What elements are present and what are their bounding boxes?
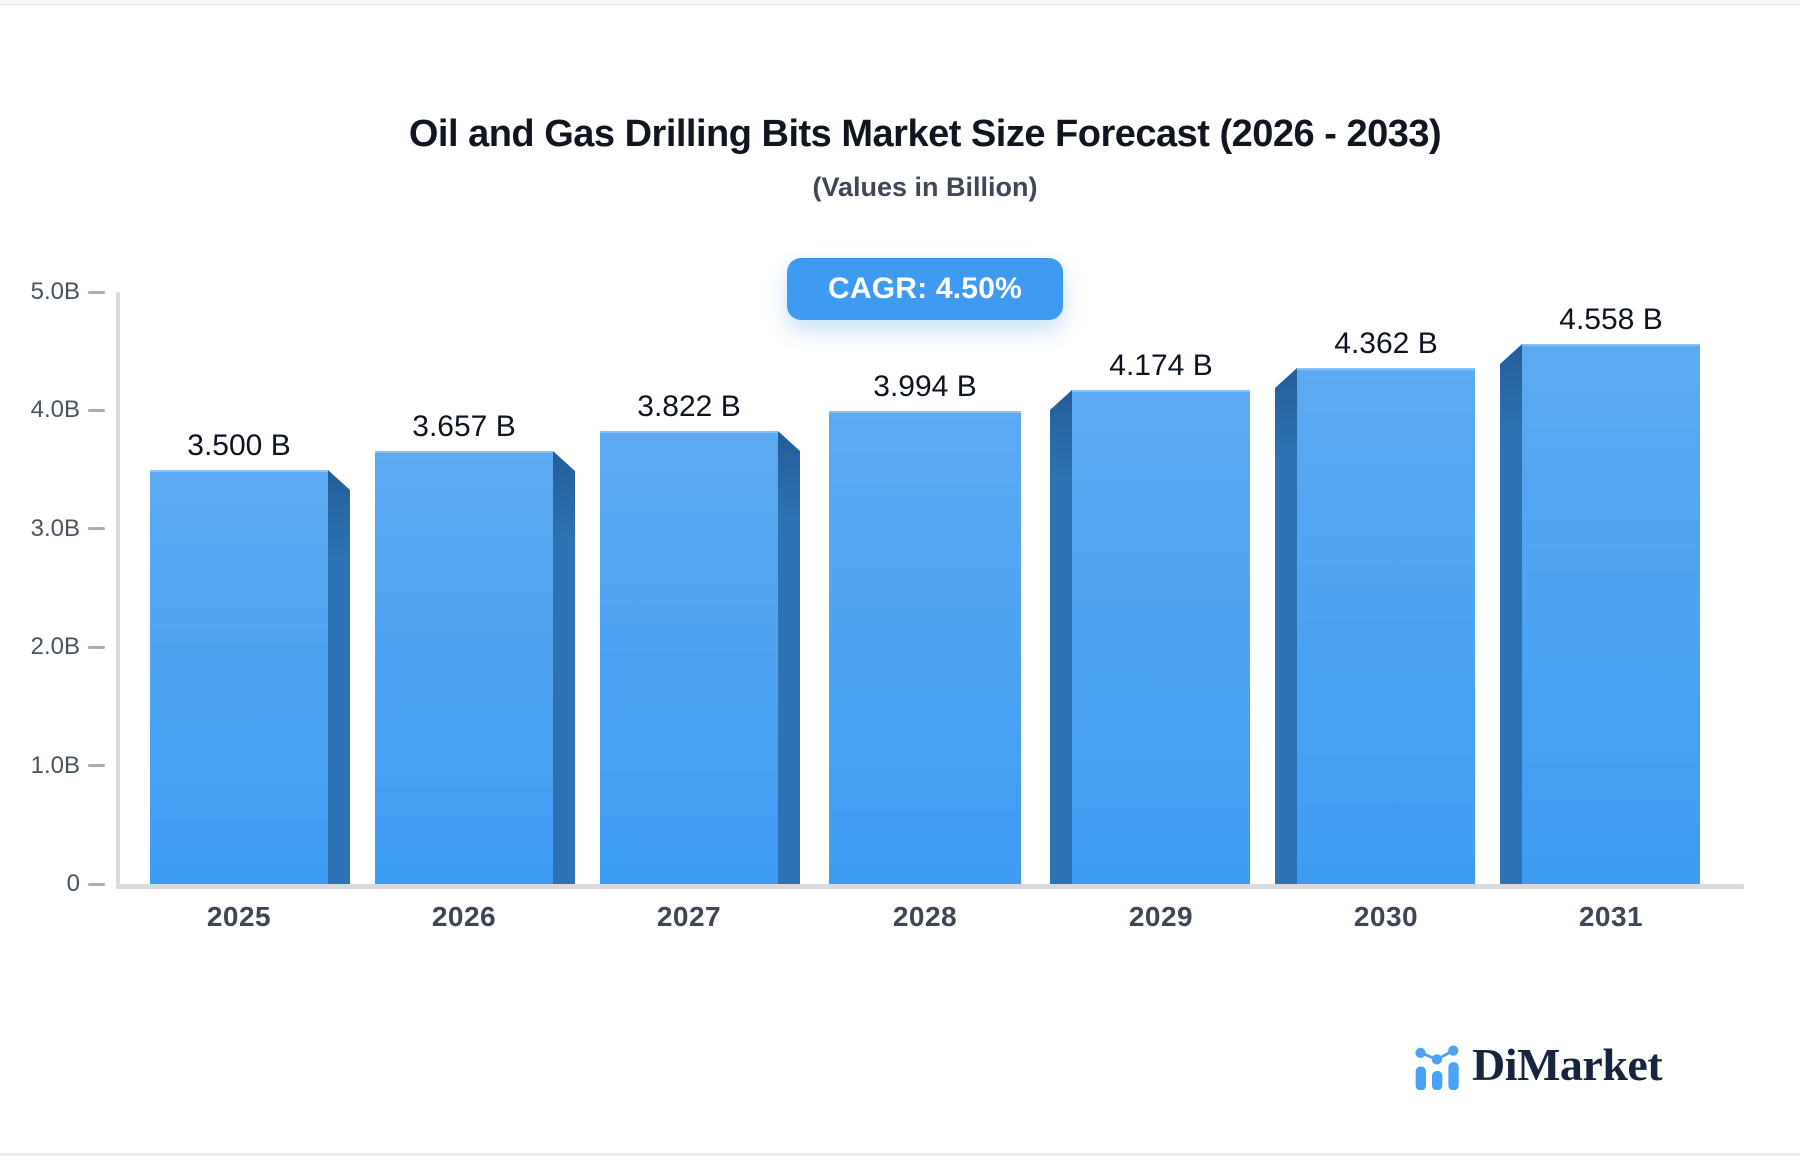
x-tick-label: 2028 [892, 901, 958, 932]
y-tick-dash [88, 408, 105, 412]
bar-face [600, 431, 778, 884]
bar-value-label: 3.994 B [873, 370, 977, 403]
bar-face [375, 451, 553, 884]
y-tick-label: 2.0B [30, 633, 80, 661]
bar-face [150, 470, 328, 884]
mini-bar-chart-icon [1415, 1045, 1459, 1090]
bar-2027: 3.822 B [600, 390, 800, 884]
y-tick-dash [88, 882, 105, 886]
y-tick-dash [88, 290, 105, 294]
y-axis-line [116, 292, 120, 884]
x-tick-label: 2025 [206, 901, 272, 932]
bar-value-label: 3.822 B [637, 390, 741, 423]
bar-side-face [1275, 368, 1297, 884]
x-tick-label: 2026 [431, 901, 497, 932]
y-tick-label: 3.0B [30, 514, 80, 542]
bar-value-label: 4.174 B [1109, 349, 1213, 382]
logo-text: DiMarket [1472, 1039, 1663, 1090]
bar-face [1522, 344, 1700, 884]
chart-subtitle: (Values in Billion) [812, 172, 1038, 202]
bar-value-label: 4.558 B [1559, 303, 1663, 336]
bar-2028: 3.994 B [825, 370, 1025, 884]
x-tick-label: 2027 [656, 901, 722, 932]
bar-2029: 4.174 B [1050, 349, 1250, 884]
y-tick-label: 0 [66, 870, 80, 897]
bar-2026: 3.657 B [375, 410, 575, 884]
bar-2030: 4.362 B [1275, 327, 1475, 884]
y-tick-dash [88, 645, 105, 649]
bar-2025: 3.500 B [150, 429, 350, 884]
y-tick-label: 5.0B [30, 278, 80, 305]
bar-face [1297, 368, 1475, 884]
bar-value-label: 3.500 B [187, 429, 291, 462]
chart-title: Oil and Gas Drilling Bits Market Size Fo… [408, 113, 1442, 155]
bar-face [829, 411, 1021, 884]
cagr-badge: CAGR: 4.50% [787, 258, 1063, 320]
bar-side-face [553, 451, 575, 884]
x-tick-label: 2029 [1128, 901, 1194, 932]
x-tick-label: 2030 [1353, 901, 1419, 932]
dimarket-logo: DiMarket [1414, 1039, 1663, 1090]
bar-side-face [1500, 344, 1522, 884]
bar-2031: 4.558 B [1500, 303, 1700, 884]
x-tick-label: 2031 [1578, 901, 1644, 932]
bar-side-face [328, 470, 350, 884]
y-tick-label: 1.0B [30, 751, 80, 779]
y-tick-label: 4.0B [30, 396, 80, 424]
bottom-edge-divider [0, 1153, 1800, 1156]
y-tick-dash [88, 764, 105, 768]
bar-value-label: 3.657 B [412, 410, 516, 443]
x-axis-line [116, 884, 1744, 889]
bar-value-label: 4.362 B [1334, 327, 1438, 360]
bar-face [1072, 390, 1250, 884]
y-tick-dash [88, 527, 105, 531]
bar-side-face [778, 431, 800, 884]
top-edge-divider [0, 0, 1800, 5]
bar-side-face [1050, 390, 1072, 884]
